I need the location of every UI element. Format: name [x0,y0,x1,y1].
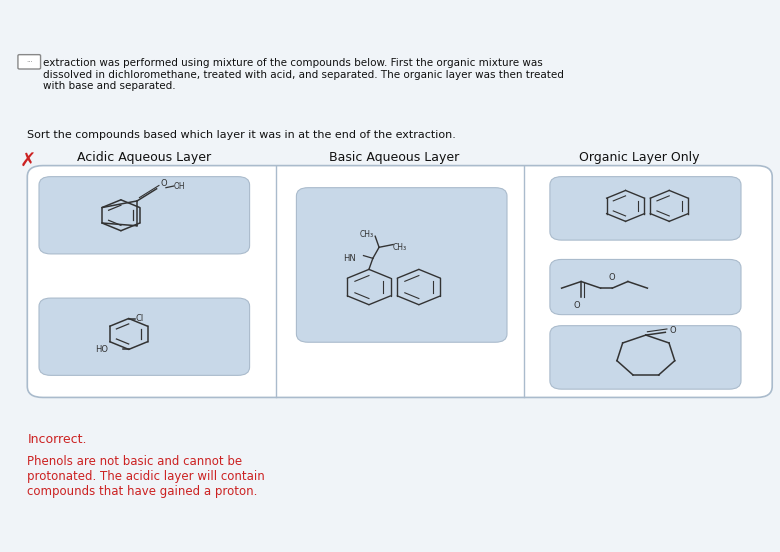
Text: O: O [574,301,580,310]
Text: Organic Layer Only: Organic Layer Only [580,151,700,164]
Text: Basic Aqueous Layer: Basic Aqueous Layer [329,151,459,164]
Text: CH₃: CH₃ [360,230,374,239]
Text: OH: OH [174,182,186,190]
Text: ···: ··· [26,59,33,65]
Text: extraction was performed using mixture of the compounds below. First the organic: extraction was performed using mixture o… [43,58,564,91]
Text: O: O [609,273,615,282]
Text: O: O [669,326,675,335]
FancyBboxPatch shape [296,188,507,342]
Text: Cl: Cl [136,314,144,323]
FancyBboxPatch shape [550,177,741,240]
Text: Phenols are not basic and cannot be
protonated. The acidic layer will contain
co: Phenols are not basic and cannot be prot… [27,455,265,498]
FancyBboxPatch shape [550,326,741,389]
Text: Sort the compounds based which layer it was in at the end of the extraction.: Sort the compounds based which layer it … [27,130,456,140]
Text: Acidic Aqueous Layer: Acidic Aqueous Layer [77,151,211,164]
Text: O: O [161,179,167,188]
Text: Incorrect.: Incorrect. [27,433,87,447]
Text: HO: HO [94,345,108,354]
FancyBboxPatch shape [39,298,250,375]
FancyBboxPatch shape [550,259,741,315]
FancyBboxPatch shape [27,166,772,397]
FancyBboxPatch shape [18,55,41,69]
FancyBboxPatch shape [39,177,250,254]
Text: ✗: ✗ [20,152,36,171]
Text: HN: HN [343,254,356,263]
Text: CH₃: CH₃ [392,243,406,252]
